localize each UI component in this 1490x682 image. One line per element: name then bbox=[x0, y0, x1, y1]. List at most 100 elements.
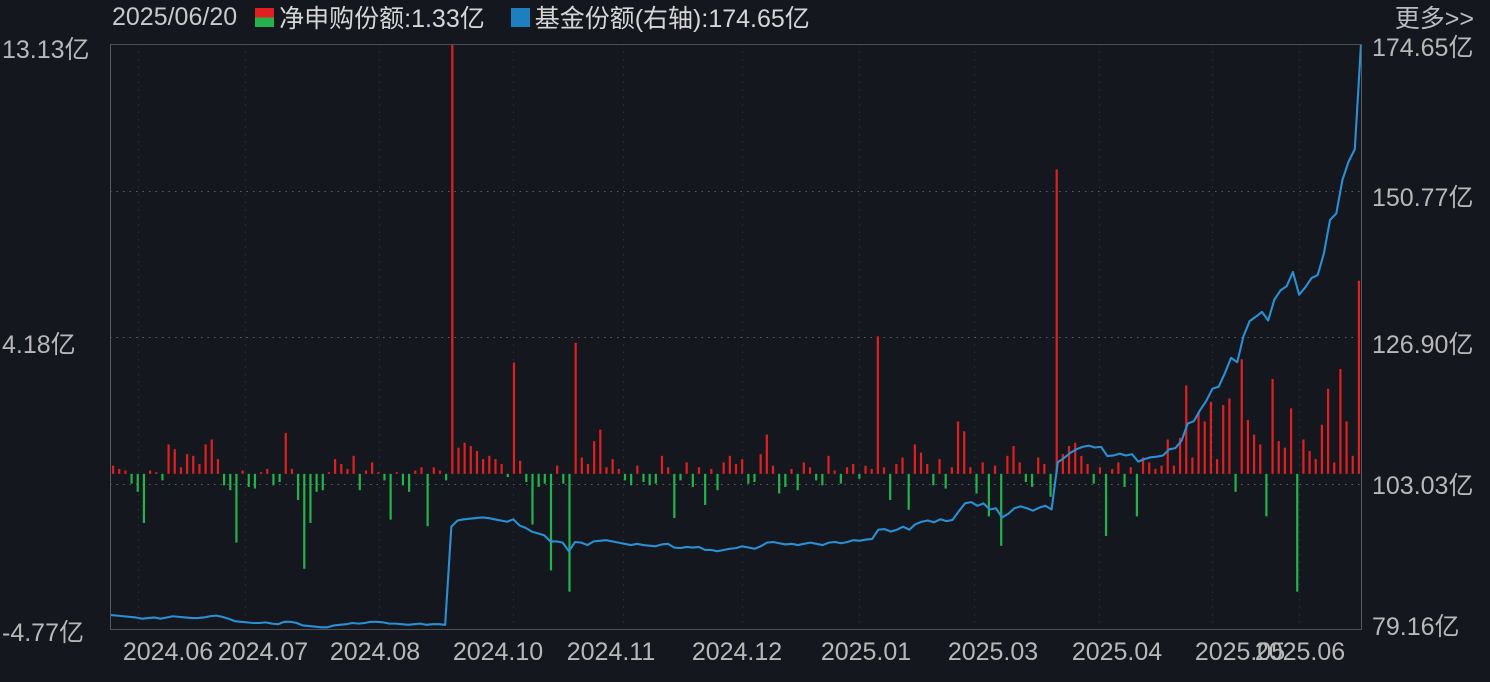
bar-negative bbox=[315, 473, 318, 492]
bar-positive bbox=[1172, 465, 1175, 474]
bar-positive bbox=[827, 455, 830, 474]
bar-negative bbox=[297, 473, 300, 501]
bar-positive bbox=[808, 467, 812, 474]
bar-positive bbox=[1178, 437, 1182, 474]
bar-negative bbox=[383, 473, 386, 481]
bar-negative bbox=[358, 473, 361, 491]
bar-negative bbox=[568, 473, 571, 592]
bar-negative bbox=[562, 473, 565, 484]
bar-positive bbox=[118, 468, 121, 474]
bar-negative bbox=[247, 473, 250, 487]
bar-negative bbox=[821, 473, 824, 486]
bar-negative bbox=[858, 473, 861, 479]
bar-positive bbox=[685, 462, 688, 474]
bar-positive bbox=[1067, 446, 1071, 474]
x-axis-tick-8: 2025.04 bbox=[1071, 638, 1163, 666]
bar-negative bbox=[654, 473, 657, 484]
bar-positive bbox=[500, 464, 503, 474]
bar-positive bbox=[334, 459, 337, 474]
bar-negative bbox=[987, 473, 990, 517]
y-axis-right-tick-2: 126.90亿 bbox=[1372, 331, 1474, 359]
bar-positive bbox=[1012, 446, 1015, 474]
bar-positive bbox=[482, 459, 485, 474]
bar-positive bbox=[1246, 419, 1250, 474]
bar-negative bbox=[691, 473, 694, 487]
bar-positive bbox=[1037, 457, 1040, 474]
bar-positive bbox=[1345, 421, 1348, 474]
bar-negative bbox=[161, 473, 164, 481]
bar-negative bbox=[321, 473, 324, 491]
bar-positive bbox=[179, 467, 183, 474]
more-link[interactable]: 更多>> bbox=[1394, 5, 1474, 33]
bar-negative bbox=[704, 473, 707, 505]
bar-negative bbox=[1234, 473, 1237, 492]
bar-positive bbox=[512, 362, 516, 474]
bar-positive bbox=[697, 467, 701, 474]
bar-negative bbox=[389, 473, 392, 520]
bar-positive bbox=[870, 468, 873, 474]
bar-negative bbox=[747, 473, 750, 484]
bar-positive bbox=[167, 444, 170, 474]
y-axis-right-tick-3: 103.03亿 bbox=[1372, 472, 1474, 500]
bar-negative bbox=[1296, 473, 1299, 592]
bar-positive bbox=[926, 464, 929, 474]
bar-positive bbox=[1098, 467, 1101, 474]
x-axis-tick-9: 2025.05 bbox=[1194, 638, 1286, 666]
bar-negative bbox=[222, 473, 226, 486]
legend-label-net-subscription: 净申购份额:1.33亿 bbox=[279, 5, 485, 33]
line-series-fund-share bbox=[110, 44, 1362, 629]
bar-positive bbox=[457, 447, 460, 474]
bar-positive bbox=[1141, 457, 1145, 474]
bar-positive bbox=[1259, 444, 1262, 474]
bar-positive bbox=[833, 470, 836, 474]
bar-negative bbox=[815, 473, 818, 481]
plot-area[interactable] bbox=[110, 44, 1362, 630]
bar-positive bbox=[710, 468, 713, 474]
bar-positive bbox=[192, 455, 195, 474]
bar-negative bbox=[303, 473, 306, 569]
bar-positive bbox=[327, 472, 331, 474]
legend-item-net-subscription[interactable]: 净申购份额:1.33亿 bbox=[255, 0, 485, 35]
bar-negative bbox=[784, 473, 787, 487]
chart-header: 2025/06/20 净申购份额:1.33亿 基金份额(右轴):174.65亿 … bbox=[0, 0, 1490, 34]
bar-positive bbox=[216, 459, 220, 474]
bar-negative bbox=[1135, 473, 1138, 517]
bar-negative bbox=[543, 473, 546, 484]
bar-positive bbox=[1228, 398, 1231, 474]
bar-positive bbox=[1166, 439, 1169, 474]
chart-canvas[interactable] bbox=[110, 44, 1362, 630]
bar-positive bbox=[259, 472, 263, 474]
bar-positive bbox=[364, 470, 368, 474]
bar-positive bbox=[124, 470, 127, 474]
bar-positive bbox=[938, 459, 941, 474]
bar-positive bbox=[488, 455, 491, 474]
bar-positive bbox=[882, 467, 886, 474]
bar-positive bbox=[734, 464, 738, 474]
bar-positive bbox=[451, 44, 454, 474]
bar-positive bbox=[155, 472, 158, 474]
bar-negative bbox=[944, 473, 947, 489]
y-axis-right-tick-0: 174.65亿 bbox=[1372, 34, 1474, 62]
bar-positive bbox=[1154, 468, 1157, 474]
bar-negative bbox=[907, 473, 910, 510]
bar-negative bbox=[408, 473, 411, 492]
legend-item-fund-share[interactable]: 基金份额(右轴):174.65亿 bbox=[510, 0, 810, 35]
bar-positive bbox=[1252, 434, 1256, 474]
y-axis-right-tick-1: 150.77亿 bbox=[1372, 184, 1474, 212]
bar-positive bbox=[1086, 464, 1089, 474]
bar-positive bbox=[475, 450, 479, 474]
bar-positive bbox=[111, 465, 115, 474]
bar-positive bbox=[340, 464, 343, 474]
bar-positive bbox=[1074, 442, 1077, 474]
bar-negative bbox=[537, 473, 540, 487]
bar-positive bbox=[981, 462, 984, 474]
bar-positive bbox=[1160, 465, 1163, 474]
bar-positive bbox=[1148, 462, 1151, 474]
bar-negative bbox=[1049, 473, 1052, 497]
legend-swatch-icon-net-subscription bbox=[255, 7, 275, 27]
bar-negative bbox=[778, 473, 781, 494]
bar-positive bbox=[1061, 454, 1064, 474]
bar-positive bbox=[586, 464, 590, 474]
bar-negative bbox=[253, 473, 257, 489]
bar-positive bbox=[519, 460, 522, 474]
